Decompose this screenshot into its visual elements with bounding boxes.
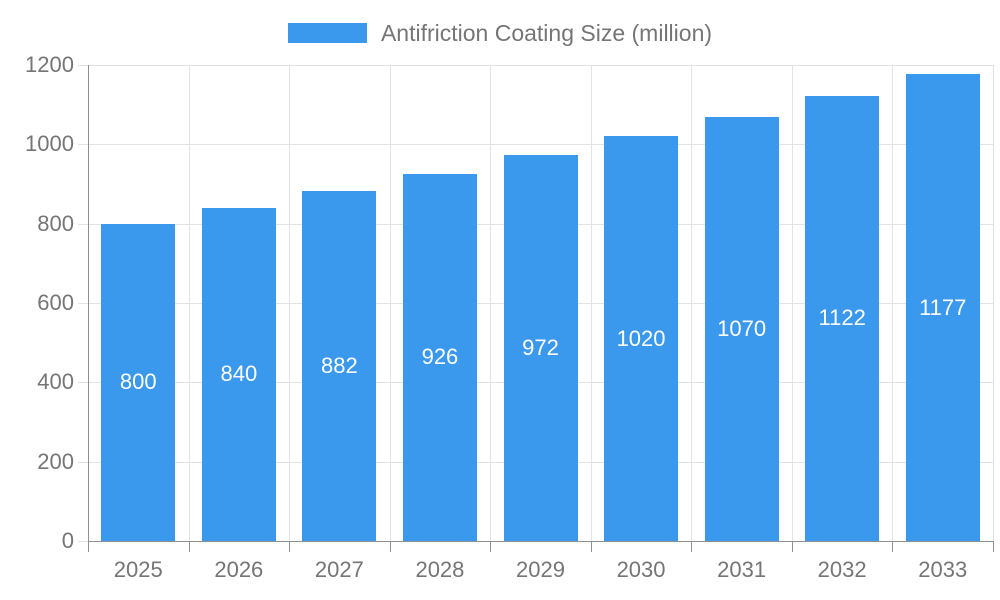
bar-value-label: 800 bbox=[119, 369, 157, 395]
y-axis-tick-label: 1200 bbox=[25, 52, 74, 77]
legend-item[interactable]: Antifriction Coating Size (million) bbox=[0, 18, 1000, 48]
bar-2030[interactable] bbox=[604, 136, 679, 541]
x-axis-tick bbox=[791, 542, 793, 552]
x-axis-tick bbox=[490, 542, 492, 552]
bar-2029[interactable] bbox=[503, 155, 578, 541]
bar-2027[interactable] bbox=[302, 191, 377, 541]
x-axis-line bbox=[88, 541, 994, 542]
x-axis-tick bbox=[389, 542, 391, 552]
gridline-vertical bbox=[892, 65, 894, 541]
x-axis-tick bbox=[590, 542, 592, 552]
x-axis-tick-label: 2033 bbox=[918, 557, 968, 582]
y-axis-tick-label: 0 bbox=[61, 528, 74, 553]
gridline-vertical bbox=[188, 65, 190, 541]
legend-label: Antifriction Coating Size (million) bbox=[380, 19, 713, 46]
gridline-vertical bbox=[791, 65, 793, 541]
gridline-vertical bbox=[993, 65, 994, 541]
gridline-vertical bbox=[289, 65, 291, 541]
x-axis-tick-label: 2026 bbox=[214, 557, 264, 582]
x-axis-tick-label: 2032 bbox=[817, 557, 867, 582]
bar-2033[interactable] bbox=[905, 74, 980, 541]
x-axis-tick bbox=[993, 542, 994, 552]
x-axis-tick-label: 2025 bbox=[113, 557, 163, 582]
x-axis-tick bbox=[188, 542, 190, 552]
y-axis-line bbox=[88, 65, 89, 541]
legend-swatch bbox=[287, 23, 367, 43]
x-axis-tick-label: 2028 bbox=[415, 557, 465, 582]
gridline-horizontal bbox=[78, 144, 993, 146]
x-axis-tick-label: 2031 bbox=[717, 557, 767, 582]
bar-value-label: 882 bbox=[321, 353, 358, 379]
x-axis-tick-label: 2027 bbox=[314, 557, 364, 582]
bar-2028[interactable] bbox=[402, 173, 477, 541]
gridline-vertical bbox=[590, 65, 592, 541]
bar-2026[interactable] bbox=[201, 207, 276, 541]
y-axis-tick-label: 1000 bbox=[25, 131, 74, 157]
x-axis-tick bbox=[289, 542, 291, 552]
bar-value-label: 1020 bbox=[616, 325, 666, 351]
bar-2031[interactable] bbox=[704, 116, 779, 541]
bar-value-label: 1122 bbox=[818, 305, 866, 331]
x-axis-tick-label: 2030 bbox=[616, 557, 666, 582]
bar-value-label: 972 bbox=[522, 335, 559, 361]
bar-value-label: 840 bbox=[220, 361, 258, 387]
x-axis-tick-label: 2029 bbox=[516, 557, 565, 582]
gridline-vertical bbox=[389, 65, 391, 541]
gridline-horizontal bbox=[78, 65, 993, 66]
y-axis-tick-label: 600 bbox=[37, 290, 74, 315]
x-axis-tick bbox=[892, 542, 894, 552]
y-axis-tick-label: 400 bbox=[37, 369, 74, 395]
gridline-vertical bbox=[691, 65, 693, 541]
x-axis-tick bbox=[88, 542, 89, 552]
bar-value-label: 1177 bbox=[919, 294, 967, 320]
bar-2025[interactable] bbox=[101, 223, 176, 541]
gridline-vertical bbox=[490, 65, 492, 541]
plot-area: 800 840 882 926 972 1020 1070 1122 1177 bbox=[78, 65, 994, 552]
y-axis-tick-label: 200 bbox=[37, 448, 74, 474]
bar-value-label: 1070 bbox=[717, 315, 767, 341]
bar-2032[interactable] bbox=[805, 95, 880, 541]
x-axis-tick bbox=[691, 542, 693, 552]
y-axis-tick-label: 800 bbox=[37, 210, 74, 236]
bar-value-label: 926 bbox=[421, 344, 459, 370]
